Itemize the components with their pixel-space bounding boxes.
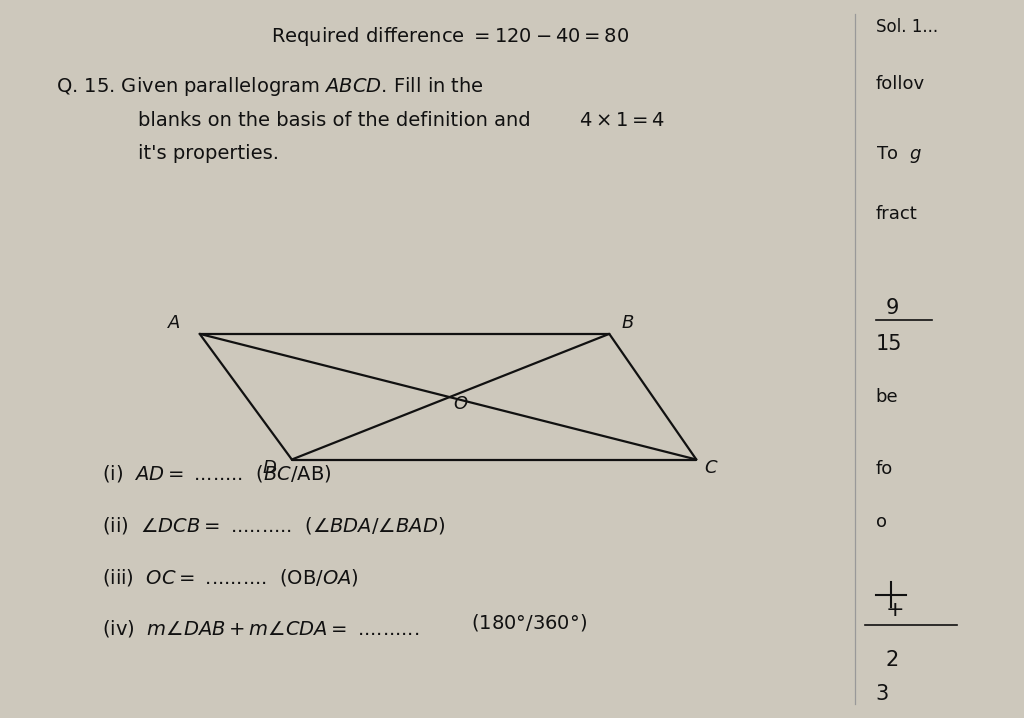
Text: be: be <box>876 388 898 406</box>
Text: it's properties.: it's properties. <box>138 144 280 162</box>
Text: 15: 15 <box>876 334 902 354</box>
Text: $(180°/360°)$: $(180°/360°)$ <box>471 612 587 633</box>
Text: Required difference $= 120 - 40 = 80$: Required difference $= 120 - 40 = 80$ <box>271 25 630 48</box>
Text: 9: 9 <box>886 298 899 318</box>
Text: Sol. 1...: Sol. 1... <box>876 18 938 36</box>
Text: fract: fract <box>876 205 918 223</box>
Text: follov: follov <box>876 75 925 93</box>
Text: o: o <box>876 513 887 531</box>
Text: (ii)  $\angle DCB =$ ..........  ($\angle BDA$/$\angle BAD$): (ii) $\angle DCB =$ .......... ($\angle … <box>102 515 445 536</box>
Text: (iv)  $m\angle DAB + m\angle CDA =$ ..........: (iv) $m\angle DAB + m\angle CDA =$ .....… <box>102 618 420 639</box>
Text: (iii)  $OC =$ ..........  (OB/$OA$): (iii) $OC =$ .......... (OB/$OA$) <box>102 567 359 587</box>
Text: $B$: $B$ <box>622 314 634 332</box>
Text: $C$: $C$ <box>705 459 719 477</box>
Text: $A$: $A$ <box>167 314 181 332</box>
Text: $D$: $D$ <box>262 459 276 477</box>
Text: blanks on the basis of the definition and: blanks on the basis of the definition an… <box>138 111 530 130</box>
Text: Q. 15. Given parallelogram $\mathit{ABCD}$. Fill in the: Q. 15. Given parallelogram $\mathit{ABCD… <box>56 75 484 98</box>
Text: fo: fo <box>876 460 893 477</box>
Text: 3: 3 <box>876 684 889 704</box>
Text: $O$: $O$ <box>453 395 468 413</box>
Text: +: + <box>886 600 904 620</box>
Text: 2: 2 <box>886 650 899 670</box>
Text: To  $g$: To $g$ <box>876 144 922 164</box>
Text: $4 \times 1 = 4$: $4 \times 1 = 4$ <box>579 111 665 130</box>
Text: (i)  $AD =$ ........  ($BC$/AB): (i) $AD =$ ........ ($BC$/AB) <box>102 463 332 484</box>
